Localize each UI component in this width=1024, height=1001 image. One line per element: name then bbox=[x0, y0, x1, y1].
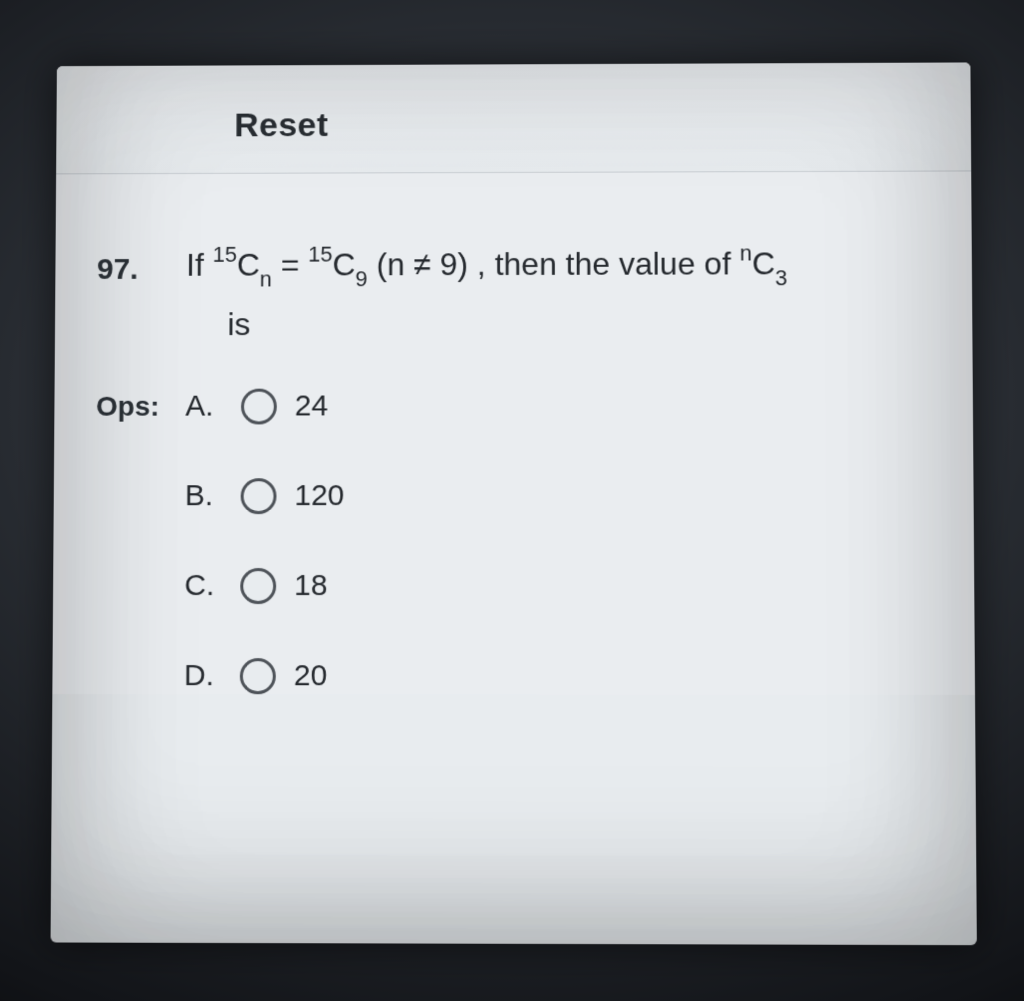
option-value-c: 18 bbox=[294, 569, 327, 603]
base-c-a: C bbox=[237, 246, 260, 282]
header-bar: Reset bbox=[56, 62, 971, 174]
math-result: nC3 bbox=[740, 245, 788, 281]
radio-d[interactable] bbox=[240, 658, 276, 694]
sub-n: n bbox=[260, 266, 272, 291]
reset-button[interactable]: Reset bbox=[234, 104, 971, 145]
option-value-a: 24 bbox=[295, 389, 328, 423]
question-number: 97. bbox=[97, 239, 186, 287]
base-c-c: C bbox=[752, 245, 775, 281]
option-value-b: 120 bbox=[294, 479, 344, 513]
radio-b[interactable] bbox=[241, 478, 277, 514]
is-word: is bbox=[227, 305, 942, 343]
sub-3: 3 bbox=[775, 265, 787, 290]
question-row: 97. If 15Cn = 15C9 (n ≠ 9) , then the va… bbox=[97, 237, 942, 293]
question-text: If 15Cn = 15C9 (n ≠ 9) , then the value … bbox=[186, 237, 787, 292]
option-letter-b: B. bbox=[185, 479, 241, 513]
radio-c[interactable] bbox=[240, 568, 276, 604]
sup-15-a: 15 bbox=[213, 241, 237, 266]
equals: = bbox=[272, 246, 308, 282]
option-letter-c: C. bbox=[184, 569, 240, 603]
option-letter-d: D. bbox=[184, 659, 240, 693]
math-left: 15Cn bbox=[212, 246, 272, 282]
then-text: , then the value of bbox=[477, 245, 740, 281]
sup-15-b: 15 bbox=[308, 241, 332, 266]
math-right: 15C9 bbox=[308, 246, 368, 282]
sup-n: n bbox=[740, 240, 752, 265]
option-value-d: 20 bbox=[294, 659, 327, 693]
if-word: If bbox=[186, 246, 204, 282]
ops-label: Ops: bbox=[96, 390, 186, 422]
option-row-d[interactable]: D. 20 bbox=[184, 658, 945, 695]
condition-text: (n ≠ 9) bbox=[368, 245, 477, 281]
sub-9: 9 bbox=[355, 266, 367, 291]
option-row-b[interactable]: B. 120 bbox=[185, 477, 944, 513]
option-letter-a: A. bbox=[185, 389, 241, 423]
option-row-a[interactable]: Ops: A. 24 bbox=[96, 387, 943, 424]
radio-a[interactable] bbox=[241, 388, 277, 424]
question-content: 97. If 15Cn = 15C9 (n ≠ 9) , then the va… bbox=[52, 171, 975, 695]
quiz-screen: Reset 97. If 15Cn = 15C9 (n ≠ 9) , then … bbox=[51, 62, 977, 945]
option-row-c[interactable]: C. 18 bbox=[184, 568, 944, 604]
base-c-b: C bbox=[332, 246, 355, 282]
